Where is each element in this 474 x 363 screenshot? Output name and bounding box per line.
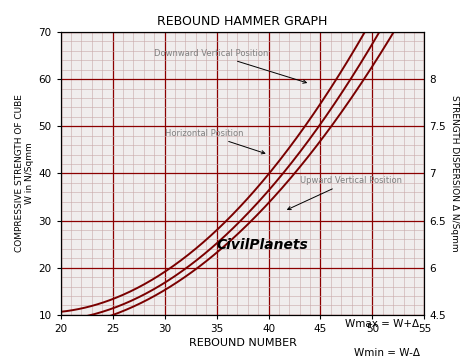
- Y-axis label: COMPRESSIVE STRENGTH OF CUBE
W in N/Sqmm: COMPRESSIVE STRENGTH OF CUBE W in N/Sqmm: [15, 94, 35, 252]
- Text: Wmin = W-Δ: Wmin = W-Δ: [354, 348, 419, 358]
- Text: Downward Vertical Position: Downward Vertical Position: [154, 49, 306, 83]
- Title: REBOUND HAMMER GRAPH: REBOUND HAMMER GRAPH: [157, 15, 328, 28]
- Text: Horizontal Position: Horizontal Position: [164, 129, 265, 154]
- Text: Upward Vertical Position: Upward Vertical Position: [288, 176, 401, 209]
- Text: CivilPlanets: CivilPlanets: [217, 238, 308, 252]
- X-axis label: REBOUND NUMBER: REBOUND NUMBER: [189, 338, 296, 348]
- Text: Wmax = W+Δ: Wmax = W+Δ: [346, 319, 419, 329]
- Y-axis label: STRENGTH DISPERSION Δ N/Sqmm: STRENGTH DISPERSION Δ N/Sqmm: [450, 95, 459, 252]
